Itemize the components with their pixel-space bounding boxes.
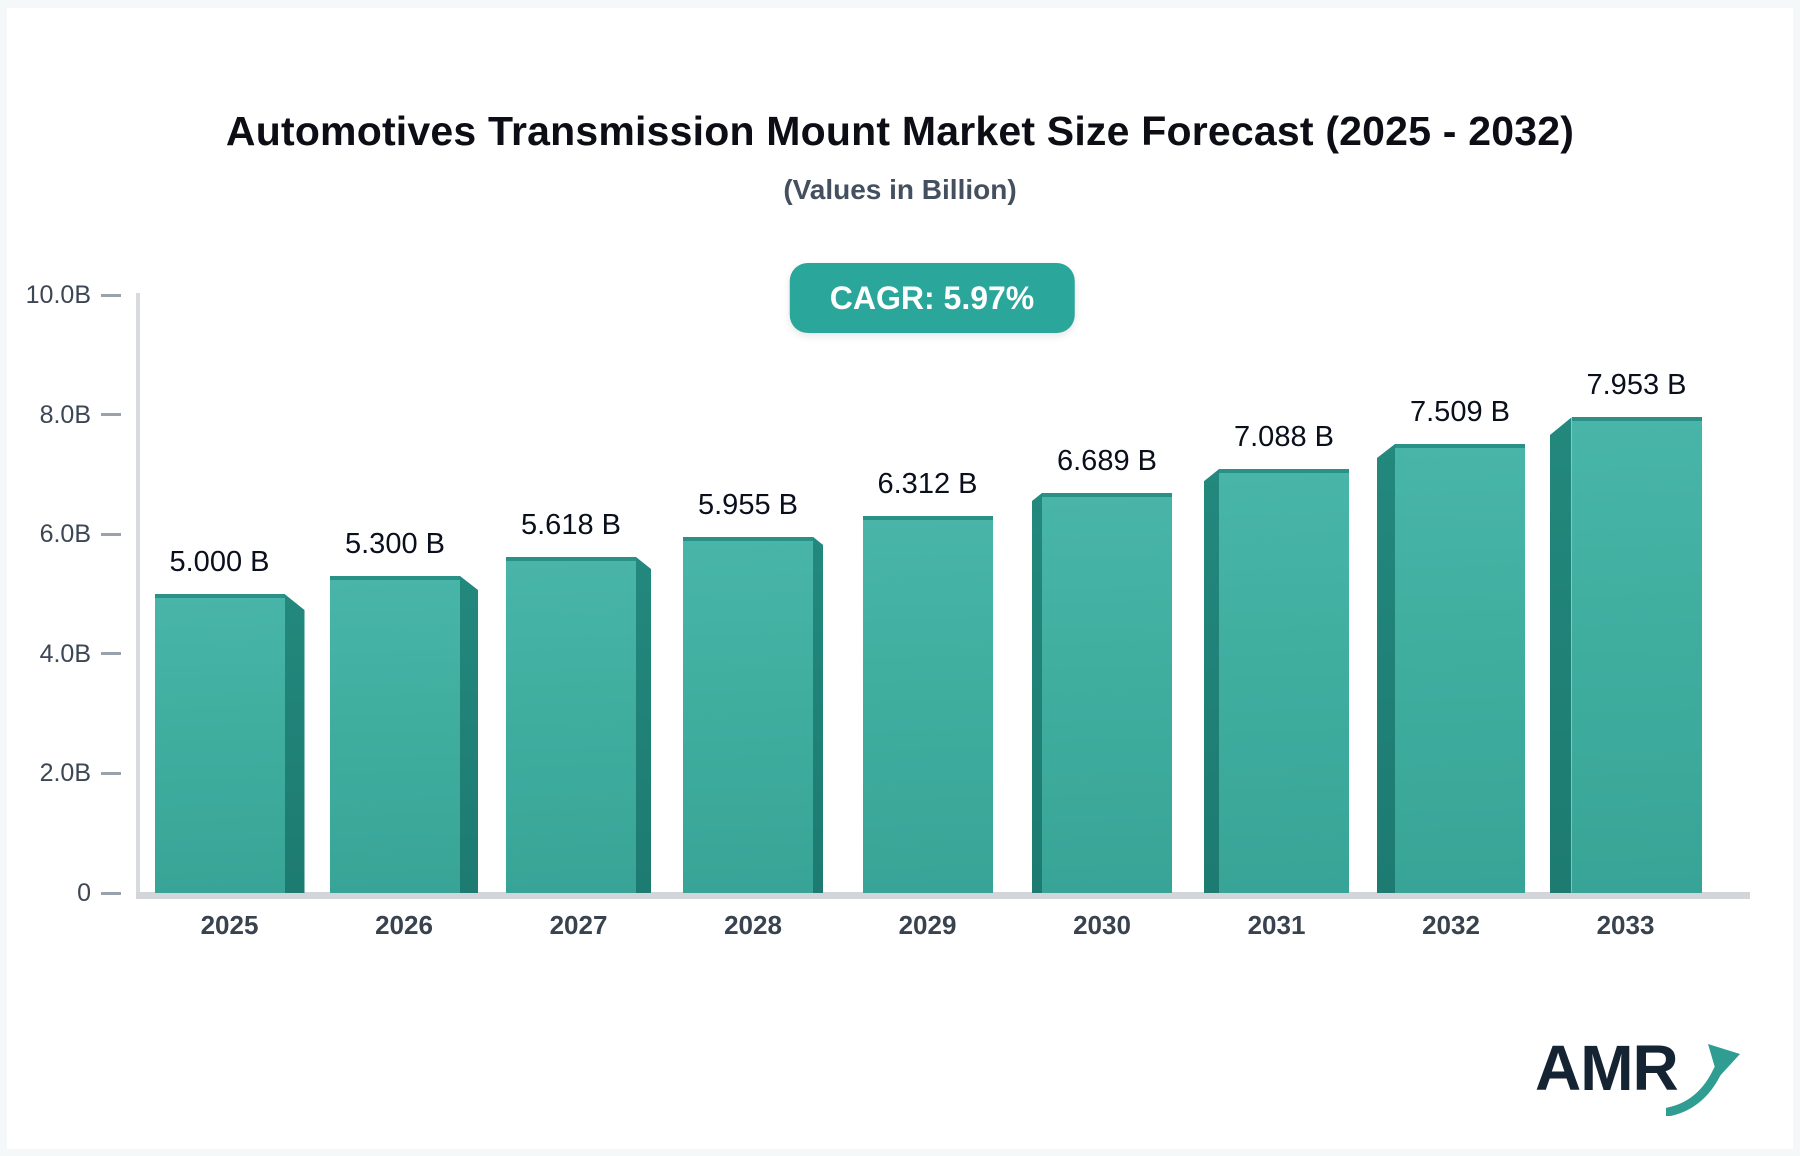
x-axis-tick-label: 2027 [549, 910, 608, 940]
y-axis-tick-label: 2.0B [39, 759, 91, 788]
x-axis-tick-label: 2026 [375, 910, 433, 940]
growth-arrow-icon [1665, 1044, 1740, 1116]
x-axis-tick-label: 2031 [1247, 910, 1306, 940]
bar-value-label: 5.000 B [169, 546, 270, 578]
x-axis-tick-label: 2025 [200, 910, 259, 940]
bar-value-label: 5.300 B [345, 528, 445, 561]
y-axis-tick-mark [101, 891, 121, 895]
bar-2030 [1042, 492, 1172, 893]
y-axis-line [136, 293, 140, 894]
x-axis-tick-label: 2029 [898, 910, 957, 940]
bar-value-label: 7.953 B [1586, 369, 1687, 402]
cagr-badge: CAGR: 5.97% [789, 263, 1075, 333]
x-axis-tick-label: 2032 [1422, 910, 1480, 940]
bar-2027 [506, 557, 636, 893]
chart-subtitle: (Values in Billion) [783, 174, 1017, 205]
bar-2032 [1395, 443, 1525, 893]
y-axis-tick-label: 4.0B [39, 639, 91, 668]
bar-value-label: 5.955 B [698, 488, 798, 521]
y-axis-tick-mark [101, 293, 121, 297]
bar-2029 [862, 515, 993, 893]
bar-3d-side-2031 [1204, 469, 1219, 893]
y-axis-tick-label: 8.0B [39, 400, 91, 429]
bar-2025 [154, 594, 285, 893]
y-axis-tick-mark [101, 413, 121, 417]
bar-2026 [330, 576, 460, 893]
y-axis-tick-label: 10.0B [25, 281, 91, 309]
y-axis-tick-mark [101, 532, 121, 536]
bar-value-label: 5.618 B [521, 509, 621, 542]
bar-value-label: 7.088 B [1234, 421, 1334, 454]
bar-3d-side-2027 [636, 557, 651, 893]
bar-3d-side-2028 [813, 536, 823, 893]
bar-chart-plot: 0 2.0B 4.0B 6.0B 8.0B 10.0B 5.000 B 2025 5.300 B… [7, 8, 1793, 1149]
bar-3d-side-2026 [460, 576, 478, 893]
bar-3d-side-2032 [1377, 443, 1395, 893]
brand-logo-text: AMR [1535, 1032, 1679, 1104]
chart-card: Automotives Transmission Mount Market Si… [7, 8, 1793, 1149]
bar-2033 [1571, 417, 1702, 893]
bar-3d-side-2025 [284, 594, 305, 893]
y-axis-tick-label: 0 [77, 879, 91, 907]
bar-value-label: 6.689 B [1057, 444, 1157, 477]
bar-value-label: 7.509 B [1410, 395, 1510, 428]
brand-logo: AMR [1535, 1036, 1744, 1116]
bar-value-label: 6.312 B [877, 467, 978, 500]
x-axis-tick-label: 2030 [1073, 910, 1131, 940]
bar-3d-side-2033 [1549, 417, 1572, 893]
y-axis-tick-label: 6.0B [39, 520, 91, 549]
bar-2031 [1219, 469, 1349, 893]
y-axis-tick-mark [101, 652, 121, 656]
y-axis-tick-mark [101, 771, 121, 775]
x-axis-tick-label: 2028 [724, 910, 782, 940]
chart-title: Automotives Transmission Mount Market Si… [225, 108, 1575, 154]
bar-2028 [683, 536, 813, 893]
bar-3d-side-2030 [1032, 492, 1042, 893]
x-axis-line [136, 892, 1750, 899]
x-axis-tick-label: 2033 [1596, 910, 1655, 940]
